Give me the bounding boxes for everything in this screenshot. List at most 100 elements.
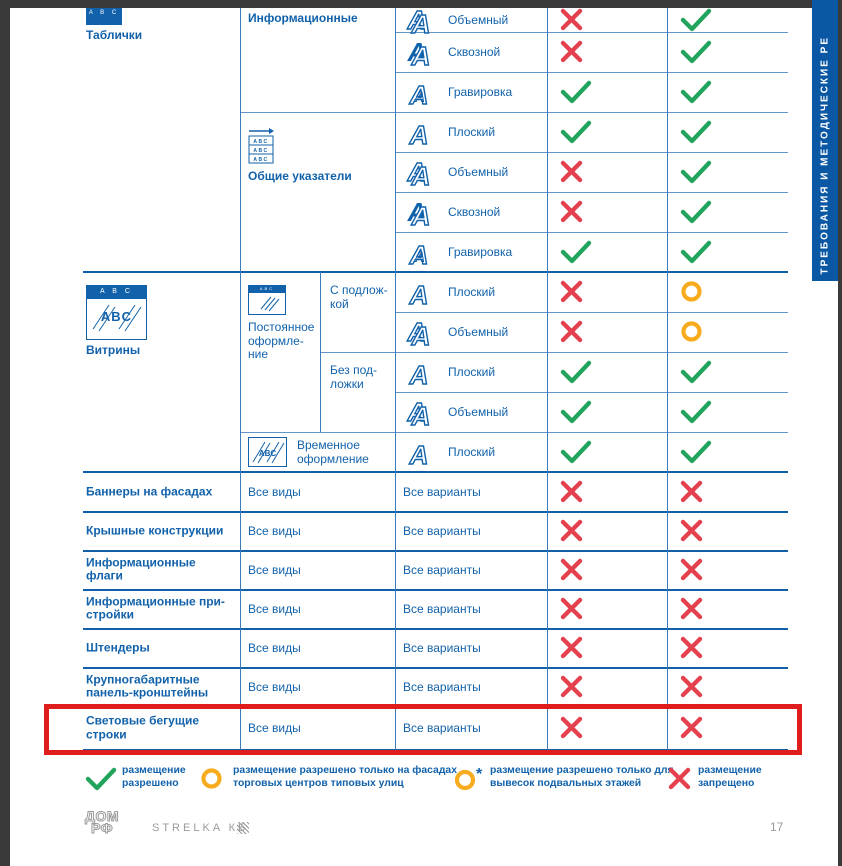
dom-rf-logo: ДОМ РФ bbox=[84, 808, 120, 836]
type-row: A Плоский bbox=[0, 432, 842, 472]
type-label: Гравировка bbox=[448, 85, 513, 99]
showcase-icon-letters: ABC bbox=[100, 309, 133, 324]
category-label: Информационные флаги bbox=[86, 555, 196, 583]
cross-icon bbox=[560, 160, 583, 184]
cross-icon bbox=[560, 280, 583, 304]
check-icon bbox=[680, 440, 712, 464]
chapter-sidebar-title: ТРЕБОВАНИЯ И МЕТОДИЧЕСКИЕ РЕ bbox=[819, 36, 831, 275]
viewer-frame-top bbox=[0, 0, 812, 8]
category-row: Штендеры Все виды Все варианты bbox=[0, 628, 842, 667]
category-row: Баннеры на фасадах Все виды Все варианты bbox=[0, 472, 842, 511]
check-icon bbox=[680, 8, 712, 32]
svg-text:A: A bbox=[407, 397, 427, 427]
variants-label: Все варианты bbox=[403, 640, 481, 655]
svg-text:A: A bbox=[407, 317, 427, 347]
kinds-label: Все виды bbox=[248, 679, 301, 694]
type-label: Плоский bbox=[448, 285, 496, 299]
page-number: 17 bbox=[770, 820, 784, 834]
category-row: Информационные при-стройки Все виды Все … bbox=[0, 589, 842, 628]
cross-icon bbox=[680, 519, 703, 543]
cross-icon bbox=[560, 200, 583, 224]
table-grid-line bbox=[395, 8, 396, 750]
check-icon bbox=[680, 200, 712, 224]
cross-icon bbox=[560, 675, 583, 699]
kinds-label: Все виды bbox=[248, 484, 301, 499]
dom-rf-logo-top: ДОМ bbox=[84, 808, 120, 824]
pointer-sign-icon: ABC ABC ABC bbox=[248, 127, 274, 165]
sign-plate-icon: A B C bbox=[86, 7, 122, 25]
subcategory-label: Постоянное оформле-ние bbox=[248, 320, 315, 361]
variants-label: Все варианты bbox=[403, 562, 481, 577]
table-grid-line bbox=[320, 352, 788, 353]
ring-icon bbox=[680, 320, 703, 344]
permanent-decor-icon-body bbox=[248, 293, 286, 315]
chapter-sidebar: ТРЕБОВАНИЯ И МЕТОДИЧЕСКИЕ РЕ bbox=[812, 0, 838, 281]
check-icon bbox=[560, 120, 592, 144]
check-icon bbox=[560, 240, 592, 264]
legend-text: размещение разрешено bbox=[122, 765, 186, 789]
table-grid-line bbox=[83, 550, 788, 552]
cross-icon bbox=[668, 767, 691, 790]
type-label: Сквозной bbox=[448, 205, 501, 219]
cross-icon bbox=[680, 597, 703, 621]
table-grid-line bbox=[395, 192, 788, 193]
kinds-label: Все виды bbox=[248, 562, 301, 577]
subsub-label-without-backing: Без под-ложки bbox=[330, 363, 378, 391]
check-icon bbox=[680, 360, 712, 384]
ring-icon bbox=[680, 280, 703, 304]
cross-icon bbox=[560, 40, 583, 64]
variants-label: Все варианты bbox=[403, 523, 481, 538]
category-label: Баннеры на фасадах bbox=[86, 483, 213, 498]
table-grid-line bbox=[240, 8, 241, 750]
cross-icon bbox=[680, 480, 703, 504]
svg-text:A: A bbox=[409, 280, 429, 308]
kinds-label: Все виды bbox=[248, 721, 301, 735]
check-icon bbox=[680, 120, 712, 144]
dom-rf-logo-bottom: РФ bbox=[90, 820, 114, 836]
cross-icon bbox=[560, 320, 583, 344]
table-grid-line bbox=[83, 589, 788, 591]
svg-text:A: A bbox=[411, 201, 431, 228]
table-grid-line bbox=[83, 471, 788, 473]
cross-icon bbox=[560, 480, 583, 504]
table-grid-line bbox=[395, 232, 788, 233]
table-grid-line bbox=[83, 271, 788, 273]
check-icon bbox=[680, 80, 712, 104]
svg-text:A: A bbox=[411, 161, 431, 188]
type-label: Сквозной bbox=[448, 45, 501, 59]
table-grid-line bbox=[240, 112, 788, 113]
svg-text:A: A bbox=[411, 9, 431, 36]
viewer-frame-right bbox=[838, 0, 842, 866]
table-grid-line bbox=[395, 312, 788, 313]
permanent-decor-icon: ABC bbox=[248, 285, 286, 315]
svg-text:ABC: ABC bbox=[253, 157, 268, 163]
type-label: Объемный bbox=[448, 165, 509, 179]
table-grid-line bbox=[395, 32, 788, 33]
svg-text:A: A bbox=[409, 120, 429, 148]
svg-text:A: A bbox=[409, 440, 429, 468]
cross-icon bbox=[560, 716, 583, 740]
svg-text:*: * bbox=[476, 767, 483, 783]
category-row: Крупногабаритные панель-кронштейны Все в… bbox=[0, 667, 842, 706]
cross-icon bbox=[680, 675, 703, 699]
type-label: Гравировка bbox=[448, 244, 513, 259]
type-label: Плоский bbox=[448, 445, 496, 459]
cross-icon bbox=[560, 8, 583, 32]
check-icon bbox=[85, 767, 117, 791]
letter-a-flat-icon: A bbox=[404, 436, 434, 468]
type-label: Объемный bbox=[448, 13, 509, 27]
table-grid-line bbox=[395, 392, 788, 393]
highlight-rectangle bbox=[44, 704, 802, 755]
type-row: A Плоский bbox=[0, 112, 842, 152]
table-grid-line bbox=[320, 272, 321, 432]
